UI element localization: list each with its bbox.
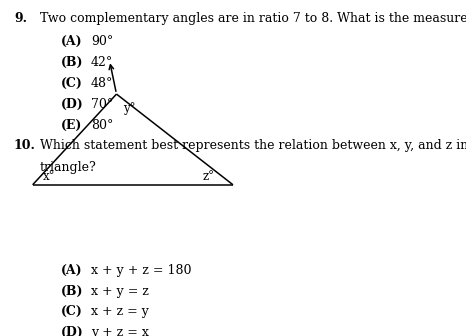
Text: y + z = x: y + z = x	[91, 326, 149, 336]
Text: (C): (C)	[61, 77, 82, 90]
Text: x + z = y: x + z = y	[91, 305, 149, 319]
Text: Which statement best represents the relation between x, y, and z in the followin: Which statement best represents the rela…	[40, 139, 466, 153]
Text: Two complementary angles are in ratio 7 to 8. What is the measure of the larger : Two complementary angles are in ratio 7 …	[40, 12, 466, 25]
Text: 80°: 80°	[91, 119, 113, 132]
Text: x°: x°	[43, 170, 55, 183]
Text: (D): (D)	[61, 98, 83, 111]
Text: z°: z°	[203, 170, 215, 183]
Text: x + y = z: x + y = z	[91, 285, 149, 298]
Text: y°: y°	[123, 102, 136, 116]
Text: 42°: 42°	[91, 56, 113, 69]
Text: (B): (B)	[61, 285, 83, 298]
Text: 70°: 70°	[91, 98, 113, 111]
Text: 48°: 48°	[91, 77, 113, 90]
Text: (D): (D)	[61, 326, 83, 336]
Text: (B): (B)	[61, 56, 83, 69]
Text: 10.: 10.	[14, 139, 36, 153]
Text: 9.: 9.	[14, 12, 27, 25]
Text: (A): (A)	[61, 264, 82, 277]
Text: x + y + z = 180: x + y + z = 180	[91, 264, 192, 277]
Text: (E): (E)	[61, 119, 82, 132]
Text: (A): (A)	[61, 35, 82, 48]
Text: 90°: 90°	[91, 35, 113, 48]
Text: (C): (C)	[61, 305, 82, 319]
Text: triangle?: triangle?	[40, 161, 96, 174]
